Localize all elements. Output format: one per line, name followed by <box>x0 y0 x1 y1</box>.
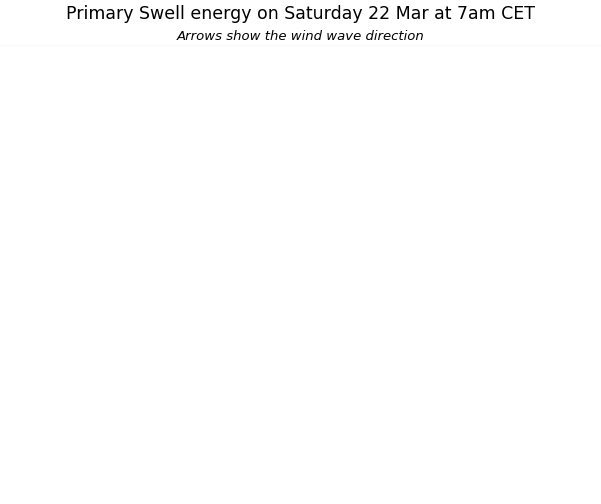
Text: cartopy required: cartopy required <box>219 266 382 285</box>
Text: Arrows show the wind wave direction: Arrows show the wind wave direction <box>177 30 424 43</box>
Text: Primary Swell energy on Saturday 22 Mar at 7am CET: Primary Swell energy on Saturday 22 Mar … <box>66 5 535 23</box>
